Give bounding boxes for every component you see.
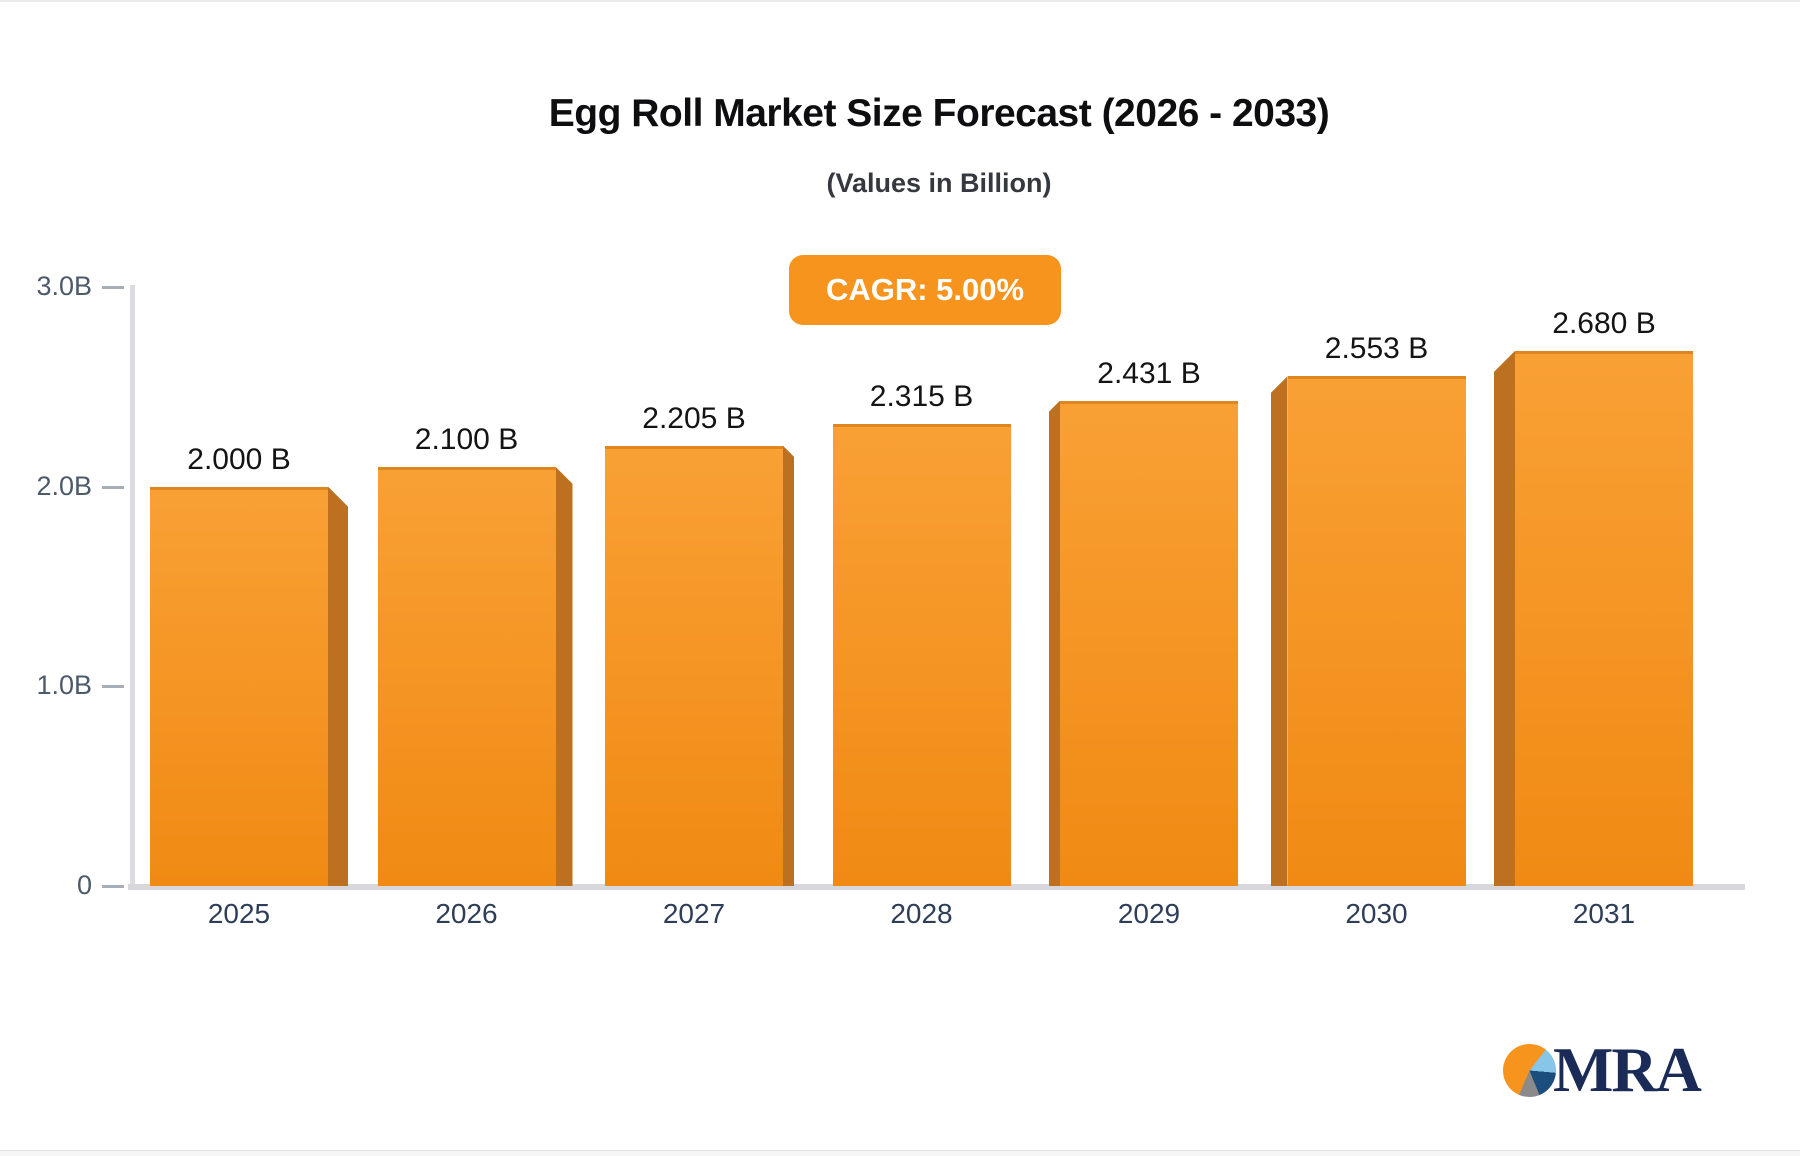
bar-value-label: 2.100 B [414, 422, 519, 456]
bar-side-face-2026 [555, 466, 573, 886]
bar-value-label: 2.680 B [1552, 306, 1656, 340]
top-edge-divider [0, 0, 1800, 2]
x-axis-baseline [128, 884, 1745, 890]
y-axis-tick-label: 0 [76, 870, 92, 900]
bar-value-label: 2.431 B [1097, 356, 1201, 390]
bar-side-face-2031 [1494, 350, 1515, 886]
x-axis-label-2031: 2031 [1572, 898, 1636, 929]
bar-2029 [1060, 400, 1238, 886]
y-axis-tick-mark [102, 885, 124, 888]
bar-2031 [1515, 350, 1693, 886]
x-axis-label-2029: 2029 [1117, 898, 1181, 929]
bar-side-face-2027 [783, 445, 794, 886]
bar-value-label: 2.553 B [1324, 332, 1429, 366]
bar-side-face-2025 [328, 486, 348, 886]
bar-side-face-2029 [1049, 400, 1060, 886]
chart-title: Egg Roll Market Size Forecast (2026 - 20… [548, 92, 1330, 135]
y-axis-tick-mark [102, 685, 124, 689]
cagr-badge: CAGR: 5.00% [789, 255, 1061, 325]
x-axis-label-2030: 2030 [1345, 898, 1408, 929]
y-axis-tick-label: 3.0B [36, 271, 92, 301]
brand-logo: MRA [1503, 1034, 1702, 1105]
x-axis-label-2026: 2026 [435, 898, 498, 929]
y-axis-tick-mark [102, 286, 124, 289]
chart-subtitle: (Values in Billion) [826, 168, 1052, 198]
y-axis-tick-mark [102, 485, 124, 489]
bar-value-label: 2.205 B [642, 401, 746, 435]
y-axis-line [130, 285, 135, 888]
bar-2030 [1287, 376, 1466, 886]
brand-logo-text: MRA [1553, 1034, 1702, 1105]
bar-side-face-2030 [1270, 376, 1288, 886]
bar-2026 [377, 466, 556, 886]
pie-chart-logo-icon [1503, 1043, 1556, 1097]
bottom-edge-divider [0, 1150, 1800, 1156]
bar-value-label: 2.000 B [187, 442, 291, 476]
bar-2025 [150, 486, 328, 886]
bar-2027 [605, 445, 783, 886]
x-axis-label-2027: 2027 [662, 898, 726, 929]
y-axis-tick-label: 1.0B [36, 670, 92, 701]
x-axis-label-2028: 2028 [890, 898, 953, 929]
x-axis-label-2025: 2025 [207, 898, 271, 929]
bar-value-label: 2.315 B [869, 379, 974, 413]
bar-2028 [832, 423, 1011, 886]
y-axis-tick-label: 2.0B [36, 470, 92, 501]
